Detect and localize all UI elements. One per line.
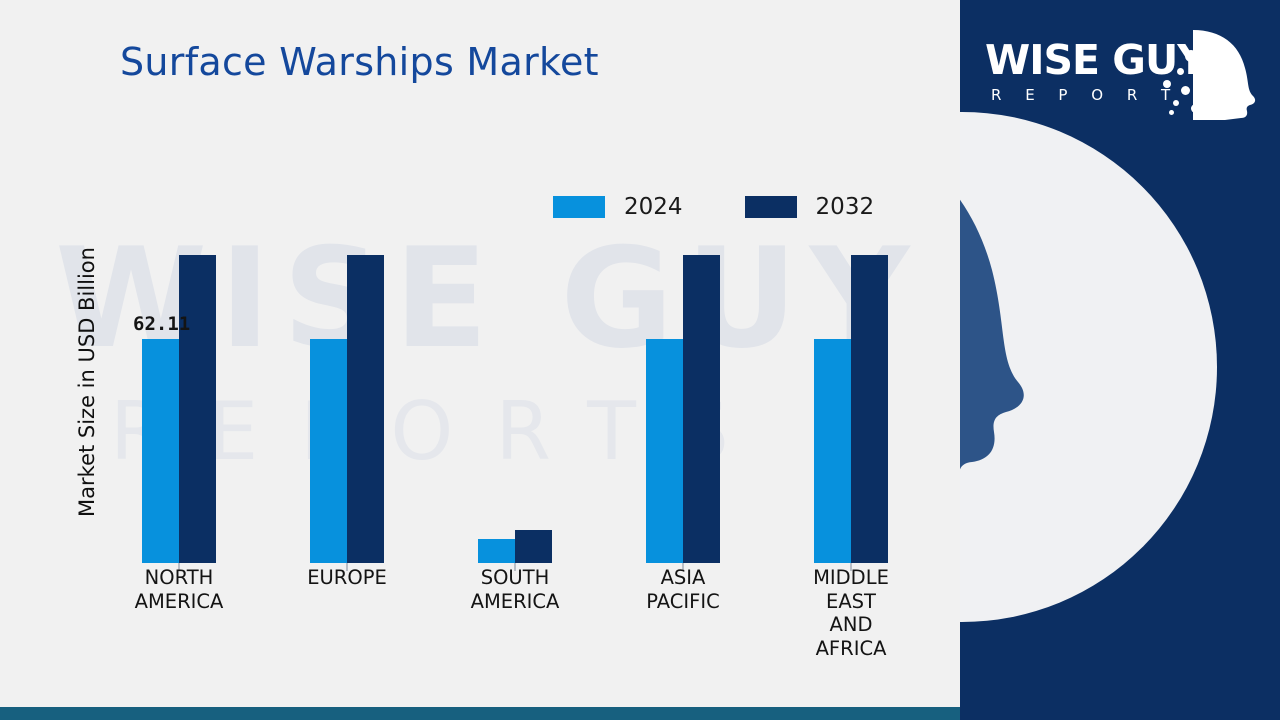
bar-group	[263, 185, 431, 571]
x-axis-labels: NORTH AMERICA EUROPE SOUTH AMERICA ASIA PACIFI…	[95, 566, 935, 660]
head-silhouette-icon	[960, 199, 1024, 470]
dot-cluster-icon	[1155, 34, 1235, 115]
bar-group	[767, 185, 935, 571]
chart-legend: 2024 2032	[553, 194, 874, 220]
axis-tick	[514, 563, 516, 571]
bar-2024[interactable]	[478, 538, 515, 563]
bar-group: 62.11	[95, 185, 263, 571]
logo-subtitle: R E P O R T S	[991, 86, 1213, 104]
legend-swatch-2032	[744, 196, 797, 218]
axis-tick	[178, 563, 180, 571]
brand-panel	[960, 0, 1280, 720]
bar-2032[interactable]	[515, 529, 552, 563]
legend-label-2032: 2032	[815, 194, 875, 220]
axis-tick	[850, 563, 852, 571]
bar-2024[interactable]	[646, 339, 683, 563]
plot-area: 62.11	[95, 185, 935, 571]
bar-value-label: 62.11	[133, 313, 191, 336]
page-title: Surface Warships Market	[120, 40, 599, 84]
bar-2024[interactable]	[814, 339, 851, 563]
axis-tick	[346, 563, 348, 571]
legend-item-2024[interactable]: 2024	[553, 194, 683, 220]
bar-2032[interactable]	[683, 255, 720, 563]
x-axis-label: SOUTH AMERICA	[470, 566, 560, 613]
brand-logo[interactable]: WISE GUY R E P O R T S	[985, 30, 1265, 120]
bar-2032[interactable]	[347, 255, 384, 563]
legend-label-2024: 2024	[624, 194, 683, 220]
x-axis-label: NORTH AMERICA	[134, 566, 224, 613]
legend-item-2032[interactable]: 2032	[744, 194, 875, 220]
bar-2024[interactable]	[310, 339, 347, 563]
bottom-accent-bar	[0, 707, 960, 720]
bar-2032[interactable]	[851, 255, 888, 563]
x-axis-label: EUROPE	[307, 566, 387, 589]
axis-tick	[682, 563, 684, 571]
bar-group	[599, 185, 767, 571]
bar-groups: 62.11	[95, 185, 935, 571]
bar-2032[interactable]	[179, 255, 216, 563]
x-axis-label: ASIA PACIFIC	[646, 566, 720, 613]
dot-cluster-decoration	[960, 150, 1005, 580]
bar-2024[interactable]	[142, 339, 179, 563]
x-axis-label: MIDDLE EAST AND AFRICA	[813, 566, 889, 660]
bar-group	[431, 185, 599, 571]
legend-swatch-2024	[553, 196, 605, 218]
